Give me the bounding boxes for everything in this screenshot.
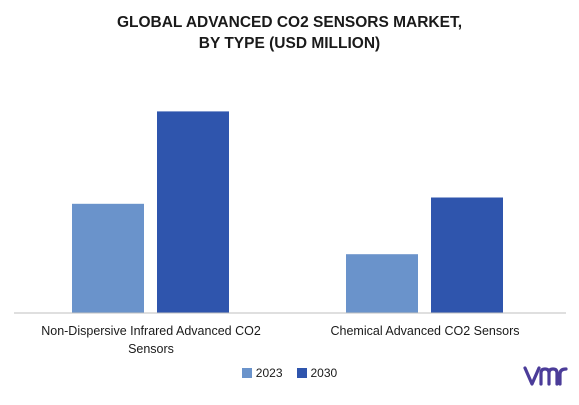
legend-swatch-2030 <box>296 368 307 378</box>
bar-2023-category-0 <box>72 203 144 313</box>
chart-title: GLOBAL ADVANCED CO2 SENSORS MARKET, BY T… <box>0 12 579 54</box>
bar-2030-category-0 <box>157 111 229 314</box>
brand-logo-icon <box>523 366 568 386</box>
bars-group <box>72 111 503 314</box>
chart-title-line-1: GLOBAL ADVANCED CO2 SENSORS MARKET, <box>116 14 463 31</box>
legend-item-2023: 2023 <box>241 366 283 380</box>
legend-label-2030: 2030 <box>310 366 338 380</box>
legend-label-2023: 2023 <box>255 366 283 380</box>
category-label-ndir: Non-Dispersive Infrared Advanced CO2 Sen… <box>41 324 261 356</box>
bar-2023-category-1 <box>346 254 418 313</box>
chart-title-line-2: BY TYPE (USD MILLION) <box>198 35 381 52</box>
legend-item-2030: 2030 <box>296 366 338 380</box>
category-label-chemical: Chemical Advanced CO2 Sensors <box>330 324 520 338</box>
legend-swatch-2023 <box>241 368 252 378</box>
bar-2030-category-1 <box>431 197 503 313</box>
legend: 2023 2030 <box>0 366 579 380</box>
